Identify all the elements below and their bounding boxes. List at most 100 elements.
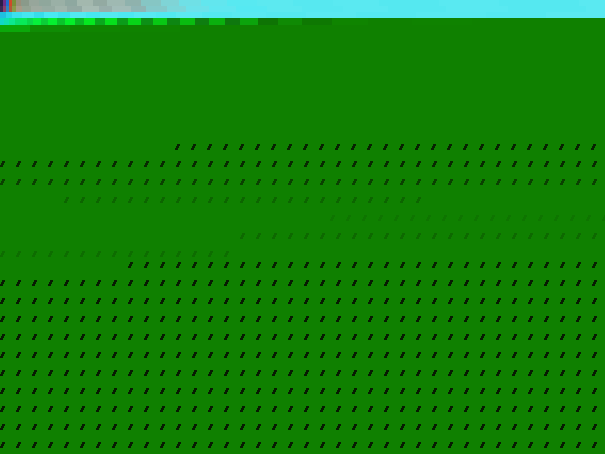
hatch-mark xyxy=(560,370,565,376)
hatch-mark xyxy=(112,316,117,322)
glitch-cell xyxy=(368,18,412,25)
hatch-row xyxy=(0,215,605,221)
hatch-mark xyxy=(336,388,341,394)
hatch-mark xyxy=(192,179,197,185)
hatch-mark xyxy=(320,280,325,286)
hatch-mark xyxy=(160,197,165,203)
hatch-mark xyxy=(544,352,549,358)
glitch-cell xyxy=(20,18,27,25)
hatch-mark xyxy=(384,262,389,268)
hatch-mark xyxy=(192,262,197,268)
hatch-mark xyxy=(464,388,469,394)
glitch-cell xyxy=(195,18,209,25)
glitch-cell xyxy=(225,18,240,25)
hatch-mark xyxy=(192,424,197,430)
hatch-mark xyxy=(0,406,5,412)
hatch-mark xyxy=(544,179,549,185)
hatch-mark xyxy=(384,233,389,239)
hatch-mark xyxy=(400,442,405,448)
hatch-mark xyxy=(112,197,117,203)
hatch-mark xyxy=(303,144,308,150)
glitch-cell xyxy=(141,18,153,25)
hatch-mark xyxy=(431,144,436,150)
hatch-mark xyxy=(560,352,565,358)
glitch-cell xyxy=(388,6,446,12)
hatch-mark xyxy=(224,262,229,268)
hatch-mark xyxy=(384,424,389,430)
hatch-mark xyxy=(416,179,421,185)
hatch-mark xyxy=(96,406,101,412)
glitch-cell xyxy=(156,12,176,18)
hatch-mark xyxy=(384,179,389,185)
glitch-cell xyxy=(100,12,118,18)
glitch-cell xyxy=(6,0,9,6)
hatch-mark xyxy=(538,215,543,221)
hatch-mark xyxy=(336,197,341,203)
hatch-mark xyxy=(144,197,149,203)
hatch-mark xyxy=(346,215,351,221)
hatch-mark xyxy=(128,352,133,358)
hatch-mark xyxy=(432,298,437,304)
hatch-mark xyxy=(320,161,325,167)
glitch-cell xyxy=(9,0,12,6)
hatch-mark xyxy=(432,406,437,412)
hatch-mark xyxy=(528,334,533,340)
hatch-mark xyxy=(592,298,597,304)
hatch-mark xyxy=(128,251,133,257)
hatch-mark xyxy=(512,352,517,358)
hatch-row xyxy=(0,388,605,394)
hatch-mark xyxy=(144,352,149,358)
hatch-mark xyxy=(256,197,261,203)
hatch-mark xyxy=(496,280,501,286)
hatch-mark xyxy=(576,406,581,412)
hatch-mark xyxy=(80,280,85,286)
hatch-mark xyxy=(368,424,373,430)
hatch-mark xyxy=(224,316,229,322)
hatch-mark xyxy=(240,442,245,448)
glitch-cell xyxy=(232,12,266,18)
hatch-mark xyxy=(240,262,245,268)
hatch-mark xyxy=(144,334,149,340)
hatch-mark xyxy=(128,442,133,448)
hatch-mark xyxy=(192,197,197,203)
hatch-mark xyxy=(208,280,213,286)
hatch-mark xyxy=(288,388,293,394)
hatch-mark xyxy=(192,334,197,340)
glitch-cell xyxy=(112,6,131,12)
glitch-cell xyxy=(227,0,257,6)
hatch-mark xyxy=(192,161,197,167)
hatch-mark xyxy=(591,144,596,150)
hatch-mark xyxy=(384,280,389,286)
hatch-mark xyxy=(368,197,373,203)
hatch-mark xyxy=(479,144,484,150)
hatch-mark xyxy=(352,179,357,185)
hatch-mark xyxy=(239,144,244,150)
hatch-mark xyxy=(176,197,181,203)
hatch-mark xyxy=(224,298,229,304)
hatch-mark xyxy=(512,161,517,167)
hatch-mark xyxy=(272,179,277,185)
hatch-mark xyxy=(432,334,437,340)
hatch-mark xyxy=(544,298,549,304)
hatch-mark xyxy=(192,316,197,322)
glitch-cell xyxy=(3,0,6,6)
hatch-mark xyxy=(112,280,117,286)
hatch-mark xyxy=(384,334,389,340)
glitch-cell xyxy=(356,12,416,18)
hatch-mark xyxy=(96,388,101,394)
hatch-mark xyxy=(400,197,405,203)
hatch-mark xyxy=(559,144,564,150)
glitch-cell xyxy=(21,0,29,6)
hatch-mark xyxy=(32,352,37,358)
hatch-mark xyxy=(48,179,53,185)
hatch-mark xyxy=(256,298,261,304)
hatch-mark xyxy=(48,161,53,167)
hatch-mark xyxy=(592,370,597,376)
hatch-mark xyxy=(464,334,469,340)
hatch-mark xyxy=(80,298,85,304)
hatch-mark xyxy=(207,144,212,150)
hatch-mark xyxy=(576,370,581,376)
hatch-mark xyxy=(256,179,261,185)
glitch-cell xyxy=(332,18,368,25)
